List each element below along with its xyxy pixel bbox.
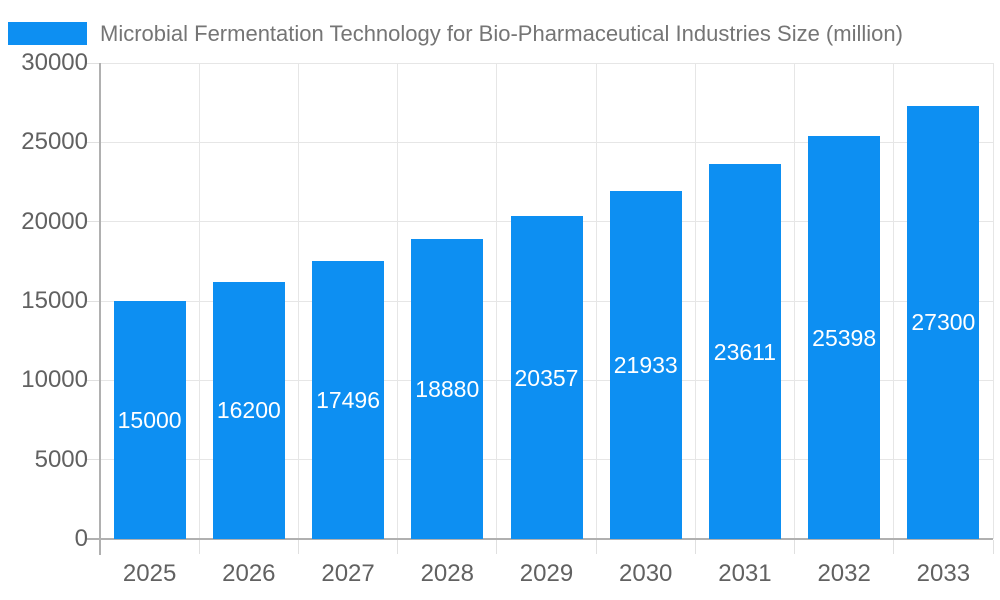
x-tick [794, 540, 796, 554]
y-gridline [100, 141, 993, 143]
x-gridline [794, 63, 796, 539]
x-gridline [297, 63, 299, 539]
bar [212, 281, 285, 539]
y-axis-label: 10000 [21, 366, 88, 394]
x-gridline [893, 63, 895, 539]
bar-value-label: 21933 [613, 351, 678, 378]
x-gridline [595, 63, 597, 539]
x-axis-label: 2027 [321, 560, 375, 587]
x-tick [694, 540, 696, 554]
y-axis-label: 20000 [21, 207, 88, 235]
bar-value-label: 17496 [316, 387, 381, 414]
x-tick [297, 540, 299, 554]
x-gridline [496, 63, 498, 539]
y-tick [87, 62, 100, 64]
bar-value-label: 25398 [812, 324, 877, 351]
legend-swatch [8, 22, 87, 45]
y-axis-label: 5000 [34, 445, 88, 473]
y-tick [87, 459, 100, 461]
bar-value-label: 15000 [117, 407, 182, 433]
x-axis-label: 2031 [718, 560, 772, 587]
bar [907, 105, 980, 539]
bar [808, 136, 881, 539]
chart-title: Microbial Fermentation Technology for Bi… [100, 21, 903, 46]
x-tick [496, 540, 498, 554]
x-axis-label: 2026 [222, 560, 276, 587]
x-gridline [198, 63, 200, 539]
bar [312, 261, 385, 539]
bar [609, 190, 682, 539]
x-tick [198, 540, 200, 554]
bar [113, 301, 186, 539]
x-tick [595, 540, 597, 554]
x-tick [992, 540, 994, 554]
x-tick [893, 540, 895, 554]
y-tick [87, 221, 100, 223]
y-axis-label: 30000 [21, 49, 88, 76]
bar-value-label: 23611 [713, 338, 777, 365]
bar-value-label: 20357 [514, 364, 579, 391]
y-axis-label: 15000 [21, 287, 88, 314]
y-axis-line [99, 63, 101, 555]
x-gridline [397, 63, 399, 539]
x-axis-label: 2032 [817, 560, 871, 587]
bar-value-label: 27300 [911, 309, 976, 336]
bar-value-label: 18880 [415, 376, 480, 403]
x-gridline [694, 63, 696, 539]
y-axis-label: 25000 [21, 128, 88, 156]
bar [708, 164, 781, 539]
x-axis-label: 2033 [916, 560, 971, 587]
y-tick [87, 300, 100, 302]
x-axis-label: 2028 [420, 560, 474, 587]
y-tick [87, 379, 100, 381]
bar [411, 239, 484, 539]
bar-value-label: 16200 [216, 397, 281, 424]
x-tick [397, 540, 399, 554]
y-axis-label: 0 [74, 525, 88, 552]
x-axis-label: 2030 [619, 560, 673, 587]
x-axis-label: 2029 [519, 560, 574, 587]
y-tick [87, 141, 100, 143]
bar [510, 216, 583, 539]
x-axis-line [87, 538, 993, 540]
y-gridline [100, 62, 993, 64]
x-gridline [992, 63, 994, 539]
x-axis-label: 2025 [122, 560, 177, 587]
